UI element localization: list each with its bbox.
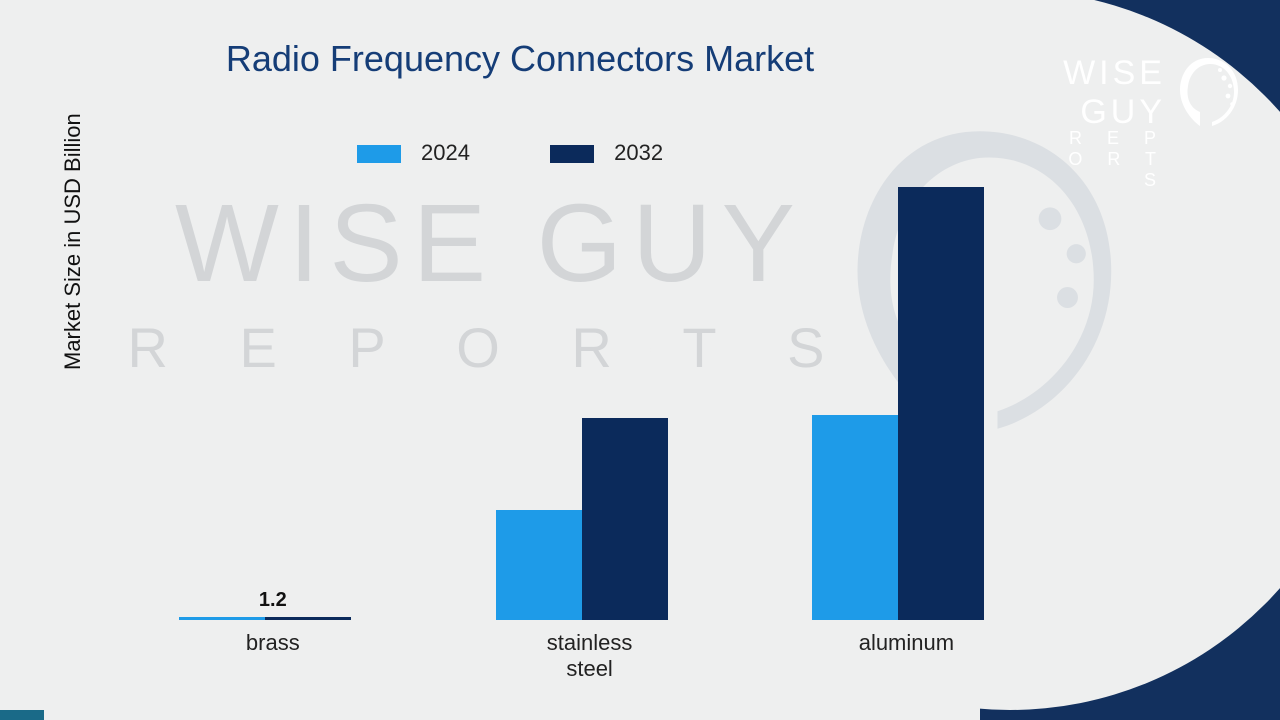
bottom-accent-bar: [0, 710, 44, 720]
legend: 2024 2032: [0, 140, 1020, 166]
category-label-brass: brass: [173, 620, 373, 656]
bar-aluminum-2032: [898, 187, 984, 620]
legend-swatch-2024: [357, 145, 401, 163]
logo-head-icon: [1176, 56, 1240, 128]
legend-swatch-2032: [550, 145, 594, 163]
bar-value-label-brass: 1.2: [173, 589, 373, 612]
chart-title: Radio Frequency Connectors Market: [60, 38, 980, 80]
bar-stainless_steel-2032: [582, 418, 668, 620]
legend-item-2032: 2032: [550, 140, 663, 166]
bar-aluminum-2024: [812, 415, 898, 620]
legend-label-2024: 2024: [421, 140, 470, 165]
category-label-stainless_steel: stainlesssteel: [490, 620, 690, 683]
category-label-aluminum: aluminum: [806, 620, 1006, 656]
chart-canvas: WISE GUY R E P O R T S WISE GUY R E P O …: [0, 0, 1280, 720]
legend-item-2024: 2024: [357, 140, 470, 166]
bar-stainless_steel-2024: [496, 510, 582, 620]
legend-label-2032: 2032: [614, 140, 663, 165]
plot-area: 1.2brassstainlesssteelaluminum: [120, 180, 1000, 620]
